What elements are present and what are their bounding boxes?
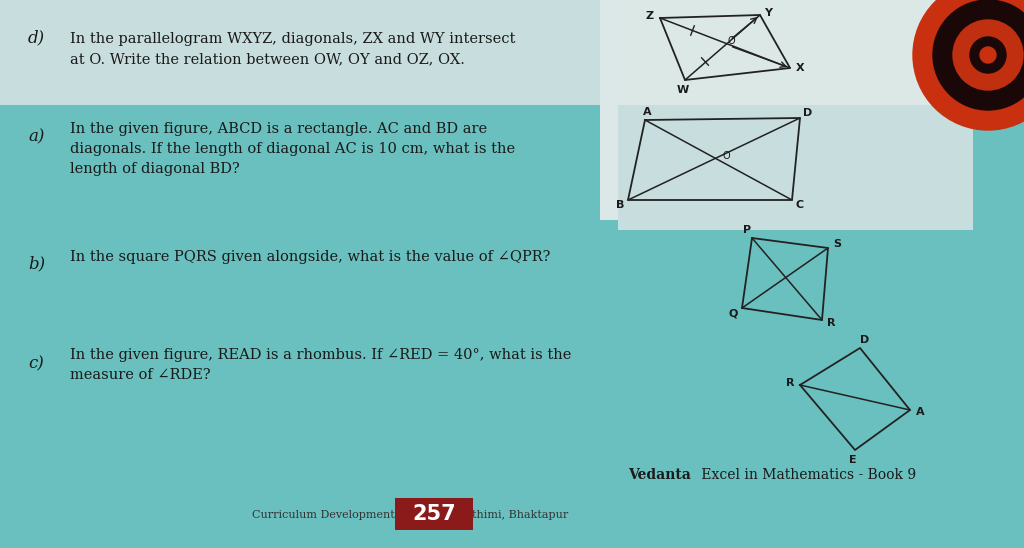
Text: In the given figure, READ is a rhombus. If ∠RED = 40°, what is the: In the given figure, READ is a rhombus. …	[70, 348, 571, 362]
Text: 257: 257	[413, 504, 456, 524]
Text: O: O	[723, 151, 730, 161]
Text: c): c)	[28, 355, 44, 372]
Text: Z: Z	[646, 11, 654, 21]
FancyBboxPatch shape	[618, 105, 973, 230]
Text: Excel in Mathematics - Book 9: Excel in Mathematics - Book 9	[697, 468, 916, 482]
Text: b): b)	[28, 255, 45, 272]
Text: a): a)	[28, 128, 44, 145]
Text: S: S	[833, 239, 841, 249]
Text: P: P	[743, 225, 751, 235]
Text: E: E	[849, 455, 857, 465]
Text: In the given figure, ABCD is a rectangle. AC and BD are: In the given figure, ABCD is a rectangle…	[70, 122, 487, 136]
Text: Q: Q	[728, 308, 737, 318]
Text: diagonals. If the length of diagonal AC is 10 cm, what is the: diagonals. If the length of diagonal AC …	[70, 142, 515, 156]
FancyBboxPatch shape	[618, 2, 973, 105]
Text: R: R	[826, 318, 836, 328]
Text: O: O	[727, 36, 735, 46]
FancyBboxPatch shape	[0, 0, 970, 105]
Circle shape	[970, 37, 1006, 73]
Text: A: A	[915, 407, 925, 417]
Text: length of diagonal BD?: length of diagonal BD?	[70, 162, 240, 176]
Text: measure of ∠RDE?: measure of ∠RDE?	[70, 368, 211, 382]
Circle shape	[913, 0, 1024, 130]
FancyBboxPatch shape	[600, 0, 970, 220]
Circle shape	[933, 0, 1024, 110]
Circle shape	[980, 47, 996, 63]
Text: Vedanta: Vedanta	[628, 468, 691, 482]
Text: C: C	[796, 200, 804, 210]
Text: B: B	[615, 200, 625, 210]
Text: Y: Y	[764, 8, 772, 18]
Text: A: A	[643, 107, 651, 117]
FancyBboxPatch shape	[395, 498, 473, 530]
Text: D: D	[804, 108, 813, 118]
Text: In the parallelogram WXYZ, diagonals, ZX and WY intersect: In the parallelogram WXYZ, diagonals, ZX…	[70, 32, 515, 46]
Text: D: D	[860, 335, 869, 345]
Text: Curriculum Development Centre, Sanothimi, Bhaktapur: Curriculum Development Centre, Sanothimi…	[252, 510, 568, 520]
Circle shape	[953, 20, 1023, 90]
Text: at O. Write the relation between OW, OY and OZ, OX.: at O. Write the relation between OW, OY …	[70, 52, 465, 66]
Text: W: W	[677, 85, 689, 95]
Text: X: X	[796, 63, 804, 73]
Text: In the square PQRS given alongside, what is the value of ∠QPR?: In the square PQRS given alongside, what…	[70, 250, 550, 264]
Text: d): d)	[28, 30, 45, 47]
Text: R: R	[785, 378, 795, 388]
